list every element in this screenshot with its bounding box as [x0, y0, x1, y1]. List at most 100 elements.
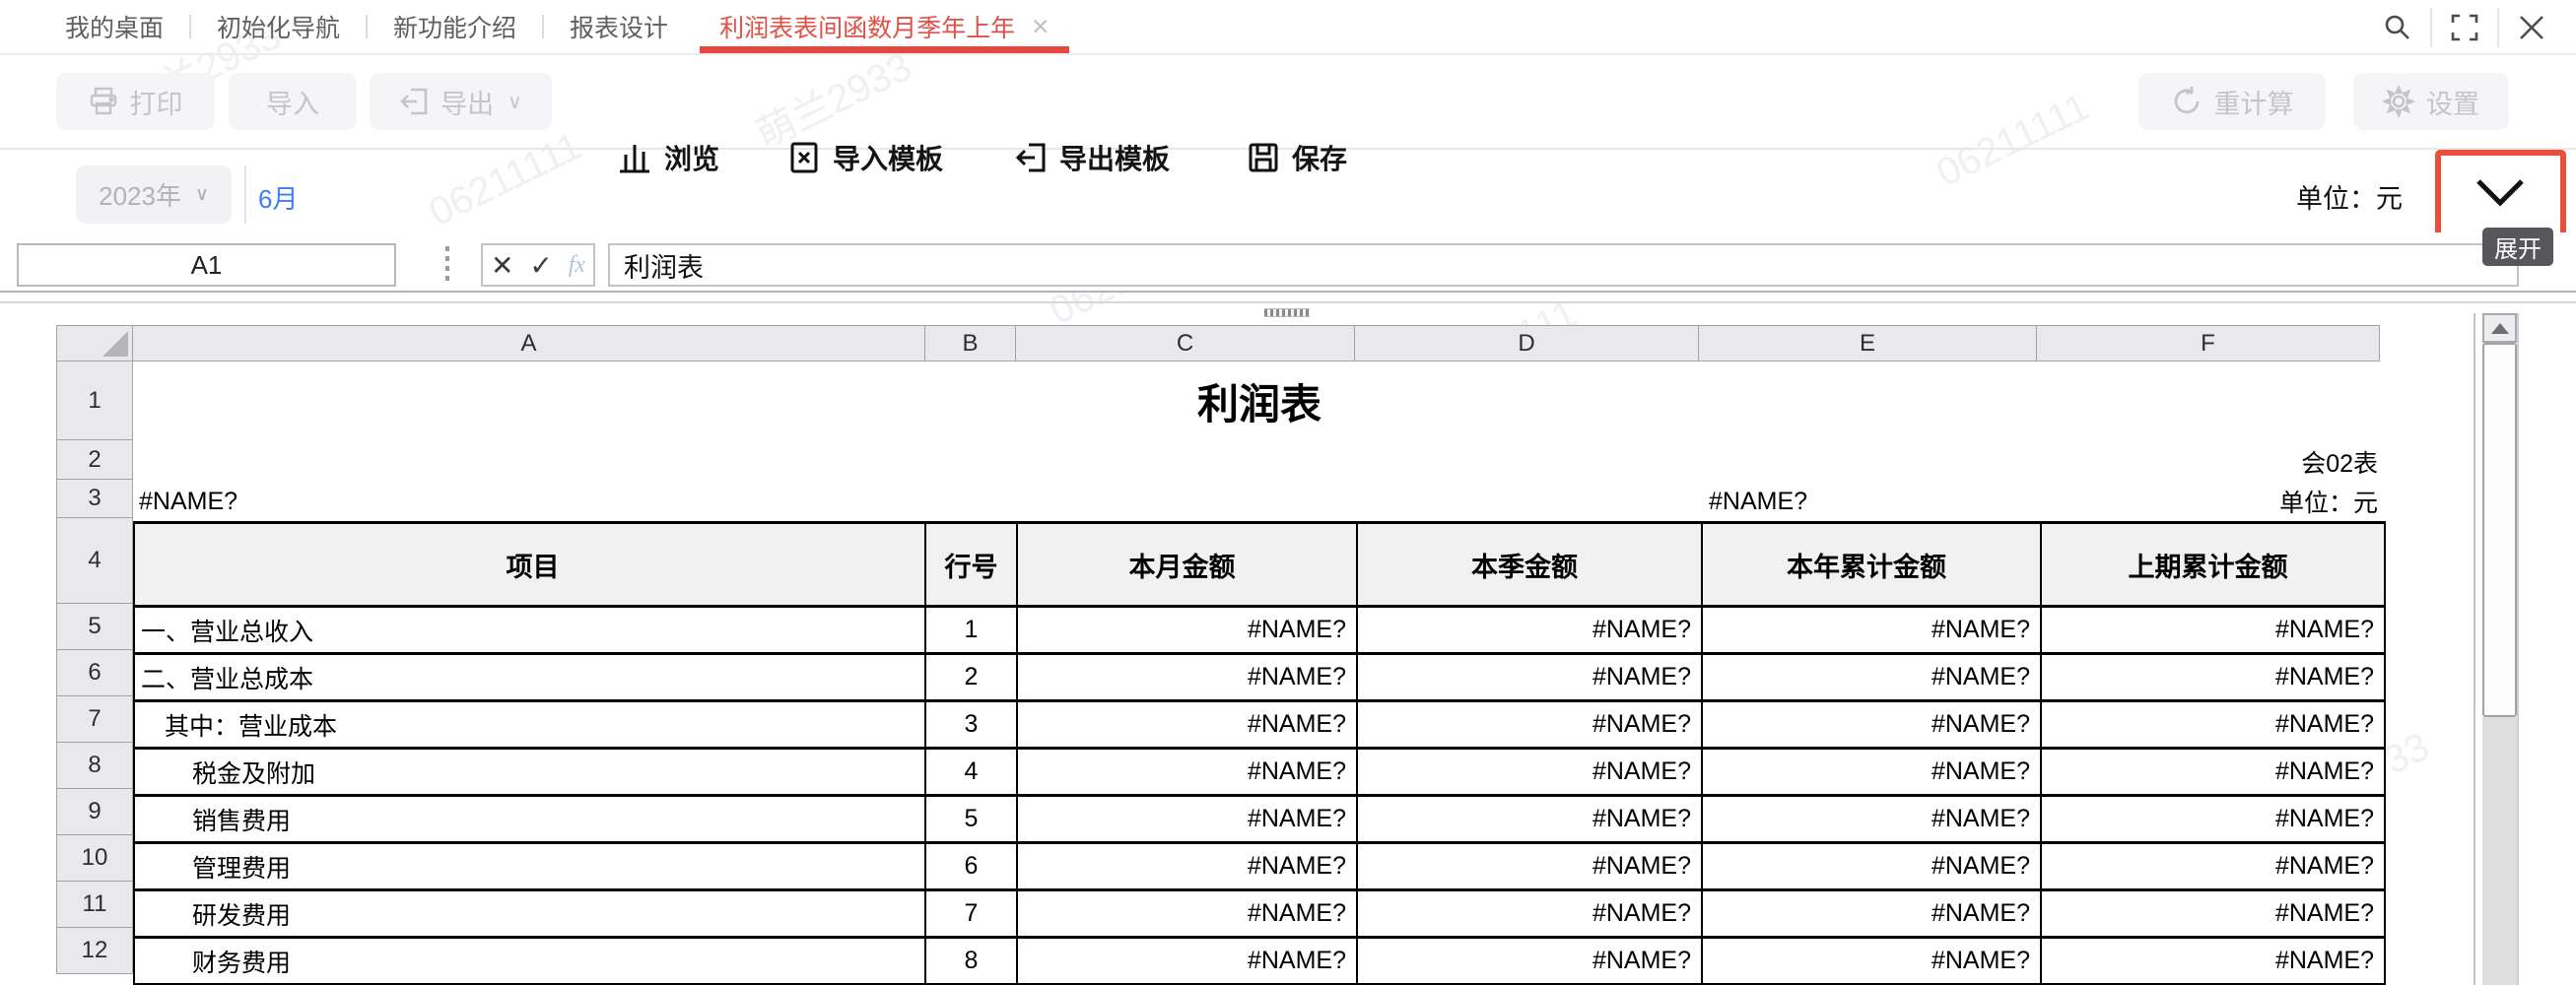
- value-cell[interactable]: #NAME?: [1703, 797, 2042, 841]
- value-cell[interactable]: #NAME?: [2274, 616, 2374, 643]
- import-button[interactable]: 导入: [229, 73, 357, 130]
- cell-reference-box[interactable]: A1: [17, 243, 396, 287]
- value-cell[interactable]: #NAME?: [1358, 939, 1703, 983]
- line-number-cell[interactable]: 7: [926, 891, 1018, 936]
- sheet-title-cell[interactable]: 利润表: [1196, 381, 1322, 427]
- scroll-up-button[interactable]: [2482, 313, 2517, 343]
- row-header-8[interactable]: 8: [56, 742, 133, 789]
- value-cell[interactable]: #NAME?: [1358, 797, 1703, 841]
- error-cell[interactable]: #NAME?: [1709, 487, 1808, 515]
- cancel-icon[interactable]: ✕: [490, 249, 514, 281]
- tab-0[interactable]: 我的桌面: [39, 0, 189, 53]
- value-cell[interactable]: #NAME?: [1358, 750, 1703, 794]
- scrollbar-track[interactable]: [2482, 717, 2517, 985]
- table-code-cell[interactable]: 会02表: [2301, 449, 2378, 478]
- line-number-cell[interactable]: 5: [926, 797, 1018, 841]
- browse-button[interactable]: 浏览: [618, 128, 719, 187]
- item-cell[interactable]: 研发费用: [135, 891, 926, 936]
- splitter-handle[interactable]: [1264, 308, 1310, 317]
- value-cell[interactable]: #NAME?: [2274, 757, 2374, 785]
- value-cell[interactable]: #NAME?: [1018, 844, 1358, 888]
- month-tab[interactable]: 6月: [258, 184, 299, 214]
- item-cell[interactable]: 其中：营业成本: [135, 702, 926, 747]
- select-all-corner[interactable]: [56, 325, 133, 361]
- value-cell[interactable]: #NAME?: [1018, 750, 1358, 794]
- row-header-10[interactable]: 10: [56, 834, 133, 882]
- value-cell[interactable]: #NAME?: [1703, 939, 2042, 983]
- value-cell[interactable]: #NAME?: [2274, 947, 2374, 974]
- row-header-5[interactable]: 5: [56, 603, 133, 650]
- vertical-scrollbar[interactable]: [2482, 313, 2519, 985]
- line-number-cell[interactable]: 2: [926, 655, 1018, 699]
- value-cell[interactable]: #NAME?: [1358, 608, 1703, 652]
- value-cell[interactable]: #NAME?: [1703, 655, 2042, 699]
- column-header-D[interactable]: D: [1354, 325, 1699, 361]
- item-cell[interactable]: 二、营业总成本: [135, 655, 926, 699]
- value-cell[interactable]: #NAME?: [1703, 608, 2042, 652]
- header-cell[interactable]: 本季金额: [1358, 524, 1703, 605]
- tab-1[interactable]: 初始化导航: [191, 0, 366, 53]
- value-cell[interactable]: #NAME?: [1703, 702, 2042, 747]
- value-cell[interactable]: #NAME?: [2274, 899, 2374, 927]
- value-cell[interactable]: #NAME?: [2274, 710, 2374, 738]
- header-cell[interactable]: 本月金额: [1018, 524, 1358, 605]
- value-cell[interactable]: #NAME?: [1018, 797, 1358, 841]
- header-cell[interactable]: 上期累计金额: [2042, 524, 2384, 605]
- value-cell[interactable]: #NAME?: [1358, 891, 1703, 936]
- value-cell[interactable]: #NAME?: [1018, 702, 1358, 747]
- column-header-A[interactable]: A: [132, 325, 925, 361]
- line-number-cell[interactable]: 1: [926, 608, 1018, 652]
- value-cell[interactable]: #NAME?: [1018, 608, 1358, 652]
- value-cell[interactable]: #NAME?: [1018, 655, 1358, 699]
- item-cell[interactable]: 一、营业总收入: [135, 608, 926, 652]
- tab-3[interactable]: 报表设计: [544, 0, 694, 53]
- unit-cell[interactable]: 单位：元: [2278, 490, 2378, 517]
- line-number-cell[interactable]: 8: [926, 939, 1018, 983]
- error-cell[interactable]: #NAME?: [139, 487, 238, 515]
- print-button[interactable]: 打印: [56, 73, 215, 130]
- tab-2[interactable]: 新功能介绍: [368, 0, 542, 53]
- header-cell[interactable]: 本年累计金额: [1703, 524, 2042, 605]
- item-cell[interactable]: 管理费用: [135, 844, 926, 888]
- header-cell[interactable]: 项目: [135, 524, 926, 605]
- recalculate-button[interactable]: 重计算: [2138, 73, 2326, 130]
- tab-close-icon[interactable]: ✕: [1031, 13, 1051, 39]
- value-cell[interactable]: #NAME?: [2274, 663, 2374, 690]
- tab-active[interactable]: 利润表表间函数月季年上年 ✕: [694, 0, 1075, 53]
- scrollbar-thumb[interactable]: [2482, 343, 2517, 717]
- export-template-button[interactable]: 导出模板: [1015, 128, 1170, 187]
- value-cell[interactable]: #NAME?: [1358, 844, 1703, 888]
- formula-input[interactable]: 利润表: [608, 243, 2519, 287]
- save-button[interactable]: 保存: [1248, 128, 1347, 187]
- settings-button[interactable]: 设置: [2353, 73, 2509, 130]
- value-cell[interactable]: #NAME?: [2274, 805, 2374, 832]
- column-header-F[interactable]: F: [2036, 325, 2380, 361]
- value-cell[interactable]: #NAME?: [1358, 655, 1703, 699]
- row-header-3[interactable]: 3: [56, 479, 133, 518]
- item-cell[interactable]: 税金及附加: [135, 750, 926, 794]
- drag-handle-icon[interactable]: [445, 246, 449, 284]
- line-number-cell[interactable]: 3: [926, 702, 1018, 747]
- column-header-B[interactable]: B: [924, 325, 1016, 361]
- search-icon[interactable]: [2375, 5, 2420, 50]
- row-header-9[interactable]: 9: [56, 788, 133, 835]
- row-header-4[interactable]: 4: [56, 517, 133, 604]
- export-button[interactable]: 导出 ∨: [370, 73, 552, 130]
- header-cell[interactable]: 行号: [926, 524, 1018, 605]
- insert-function-icon[interactable]: fx: [568, 251, 586, 278]
- fullscreen-icon[interactable]: [2442, 5, 2487, 50]
- row-header-12[interactable]: 12: [56, 927, 133, 974]
- year-select[interactable]: 2023年 ∨: [76, 165, 232, 224]
- value-cell[interactable]: #NAME?: [1358, 702, 1703, 747]
- import-template-button[interactable]: 导入模板: [788, 128, 943, 187]
- line-number-cell[interactable]: 6: [926, 844, 1018, 888]
- row-header-2[interactable]: 2: [56, 439, 133, 480]
- value-cell[interactable]: #NAME?: [1018, 891, 1358, 936]
- confirm-icon[interactable]: ✓: [529, 249, 553, 281]
- value-cell[interactable]: #NAME?: [1703, 844, 2042, 888]
- row-header-6[interactable]: 6: [56, 649, 133, 696]
- column-header-C[interactable]: C: [1015, 325, 1355, 361]
- line-number-cell[interactable]: 4: [926, 750, 1018, 794]
- item-cell[interactable]: 销售费用: [135, 797, 926, 841]
- column-header-E[interactable]: E: [1698, 325, 2037, 361]
